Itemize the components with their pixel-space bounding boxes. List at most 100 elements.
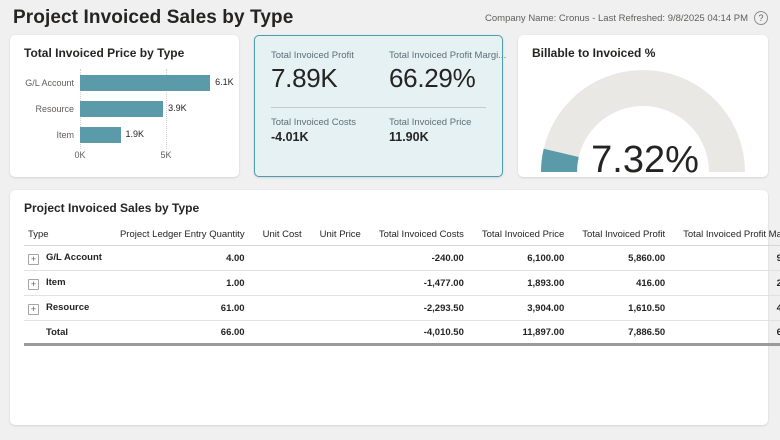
kpi-card: Total Invoiced Profit 7.89K Total Invoic…	[254, 35, 506, 177]
bar[interactable]	[80, 74, 211, 91]
bar-row: Item 1.9K	[24, 124, 225, 145]
table-cell	[310, 320, 370, 346]
kpi-value: 11.90K	[389, 130, 429, 144]
table-cell	[310, 245, 370, 271]
row-type-label: Item	[46, 276, 66, 288]
bar-track: 1.9K	[80, 126, 225, 143]
table-cell: 1,893.00	[472, 270, 574, 296]
row-type-cell: Total	[24, 320, 111, 346]
gauge-svg: 7.32%	[541, 70, 745, 178]
table-row[interactable]: + G/L Account 4.00 -240.00 6,100.00 5,860.00 9…	[24, 245, 780, 271]
table-column-header[interactable]: Total Invoiced Profit Margin %	[674, 224, 780, 246]
gauge-card: Billable to Invoiced % 7.32%	[518, 35, 768, 178]
table-row[interactable]: + Resource 61.00 -2,293.50 3,904.00 1,610.50 4…	[24, 295, 780, 321]
gauge-title: Billable to Invoiced %	[532, 46, 656, 60]
bar-track: 6.1K	[80, 74, 234, 91]
table-column-header[interactable]: Unit Price	[310, 224, 370, 246]
table-cell: 6,100.00	[472, 245, 574, 271]
table-column-header[interactable]: Total Invoiced Price	[472, 224, 574, 246]
gauge-value: 7.32%	[591, 139, 699, 178]
bar-chart-title: Total Invoiced Price by Type	[24, 46, 185, 60]
kpi-profit-margin: Total Invoiced Profit Margi... 66.29%	[389, 50, 506, 94]
page-title: Project Invoiced Sales by Type	[13, 7, 294, 28]
expand-icon[interactable]: +	[28, 303, 39, 315]
kpi-divider	[271, 107, 486, 108]
row-type-label: Total	[46, 326, 68, 338]
row-type-cell: + Item	[24, 270, 111, 296]
table-cell	[253, 295, 311, 321]
table-cell: 21.98%	[674, 270, 780, 296]
table-cell	[253, 270, 311, 296]
kpi-invoiced-profit: Total Invoiced Profit 7.89K	[271, 50, 389, 94]
table-cell: 416.00	[573, 270, 675, 296]
table-cell: -2,293.50	[369, 295, 473, 321]
table-cell	[253, 245, 311, 271]
bar-category-label: Resource	[35, 103, 74, 114]
row-type-label: G/L Account	[46, 251, 102, 263]
table-cell: 96.07%	[674, 245, 780, 271]
kpi-label: Total Invoiced Price	[389, 117, 472, 128]
bar-category-label: G/L Account	[25, 77, 74, 88]
table-cell: 1.00	[110, 270, 254, 296]
table-total-row[interactable]: Total 66.00 -4,010.5011,897.007,886.5066.2…	[24, 320, 780, 346]
top-bar: Project Invoiced Sales by Type Company N…	[0, 0, 780, 34]
bar-chart-x-axis: 0K 5K	[74, 150, 197, 162]
row-type-label: Resource	[46, 301, 90, 313]
row-type-cell: + G/L Account	[24, 245, 111, 271]
table-cell: 66.29%	[674, 320, 780, 346]
table-cell: 11,897.00	[472, 320, 574, 346]
gauge: 7.32%	[532, 62, 754, 178]
table-cell: 1,610.50	[573, 295, 675, 321]
expand-icon[interactable]: +	[28, 253, 39, 265]
matrix-table-card: Project Invoiced Sales by Type Type Proje…	[10, 190, 780, 425]
bar[interactable]	[80, 100, 164, 117]
bar-category-label: Item	[56, 129, 74, 140]
table-cell: 41.25%	[674, 295, 780, 321]
table-title: Project Invoiced Sales by Type	[24, 201, 200, 215]
matrix-table: Type Project Ledger Entry Quantity Unit Co…	[24, 224, 780, 346]
table-cell: 4.00	[110, 245, 254, 271]
report-meta: Company Name: Cronus - Last Refreshed: 9…	[485, 11, 768, 25]
kpi-label: Total Invoiced Profit	[271, 50, 354, 61]
table-cell: -240.00	[369, 245, 473, 271]
kpi-value: 7.89K	[271, 63, 338, 93]
kpi-label: Total Invoiced Costs	[271, 117, 357, 128]
table-column-header[interactable]: Total Invoiced Costs	[369, 224, 473, 246]
bar[interactable]	[80, 126, 121, 143]
bar-value-label: 6.1K	[215, 76, 234, 87]
table-column-header[interactable]: Total Invoiced Profit	[573, 224, 675, 246]
kpi-invoiced-price: Total Invoiced Price 11.90K	[389, 117, 486, 144]
bar-track: 3.9K	[80, 100, 225, 117]
kpi-value: -4.01K	[271, 130, 309, 144]
bar-value-label: 3.9K	[168, 102, 187, 113]
company-refresh-label: Company Name: Cronus - Last Refreshed: 9…	[485, 12, 748, 24]
bar-chart: G/L Account 6.1K Resource 3.9K Item 1.9K 0K 5K	[24, 69, 234, 162]
bar-row: Resource 3.9K	[24, 98, 225, 119]
gauge-track-arc	[541, 70, 745, 173]
axis-tick-label: 0K	[74, 150, 86, 160]
table-cell	[253, 320, 311, 346]
table-cell: 5,860.00	[573, 245, 675, 271]
table-cell	[310, 270, 370, 296]
table-cell: -1,477.00	[369, 270, 473, 296]
table-cell: 3,904.00	[472, 295, 574, 321]
help-icon[interactable]: ?	[754, 11, 768, 25]
kpi-value: 66.29%	[389, 63, 476, 93]
gridline	[166, 69, 168, 149]
bar-value-label: 1.9K	[125, 128, 145, 139]
table-header-row: Type Project Ledger Entry Quantity Unit Co…	[24, 224, 780, 246]
cards-row: Total Invoiced Price by Type G/L Account…	[10, 35, 768, 178]
table-column-header[interactable]: Type	[24, 224, 111, 246]
table-cell: 61.00	[110, 295, 254, 321]
axis-tick-label: 5K	[160, 150, 172, 160]
expand-icon[interactable]: +	[28, 278, 39, 290]
bar-row: G/L Account 6.1K	[24, 72, 234, 93]
table-cell	[310, 295, 370, 321]
row-type-cell: + Resource	[24, 295, 111, 321]
table-cell: -4,010.50	[369, 320, 473, 346]
table-column-header[interactable]: Project Ledger Entry Quantity	[110, 224, 254, 246]
table-cell: 66.00	[110, 320, 254, 346]
table-column-header[interactable]: Unit Cost	[253, 224, 311, 246]
table-cell: 7,886.50	[573, 320, 675, 346]
